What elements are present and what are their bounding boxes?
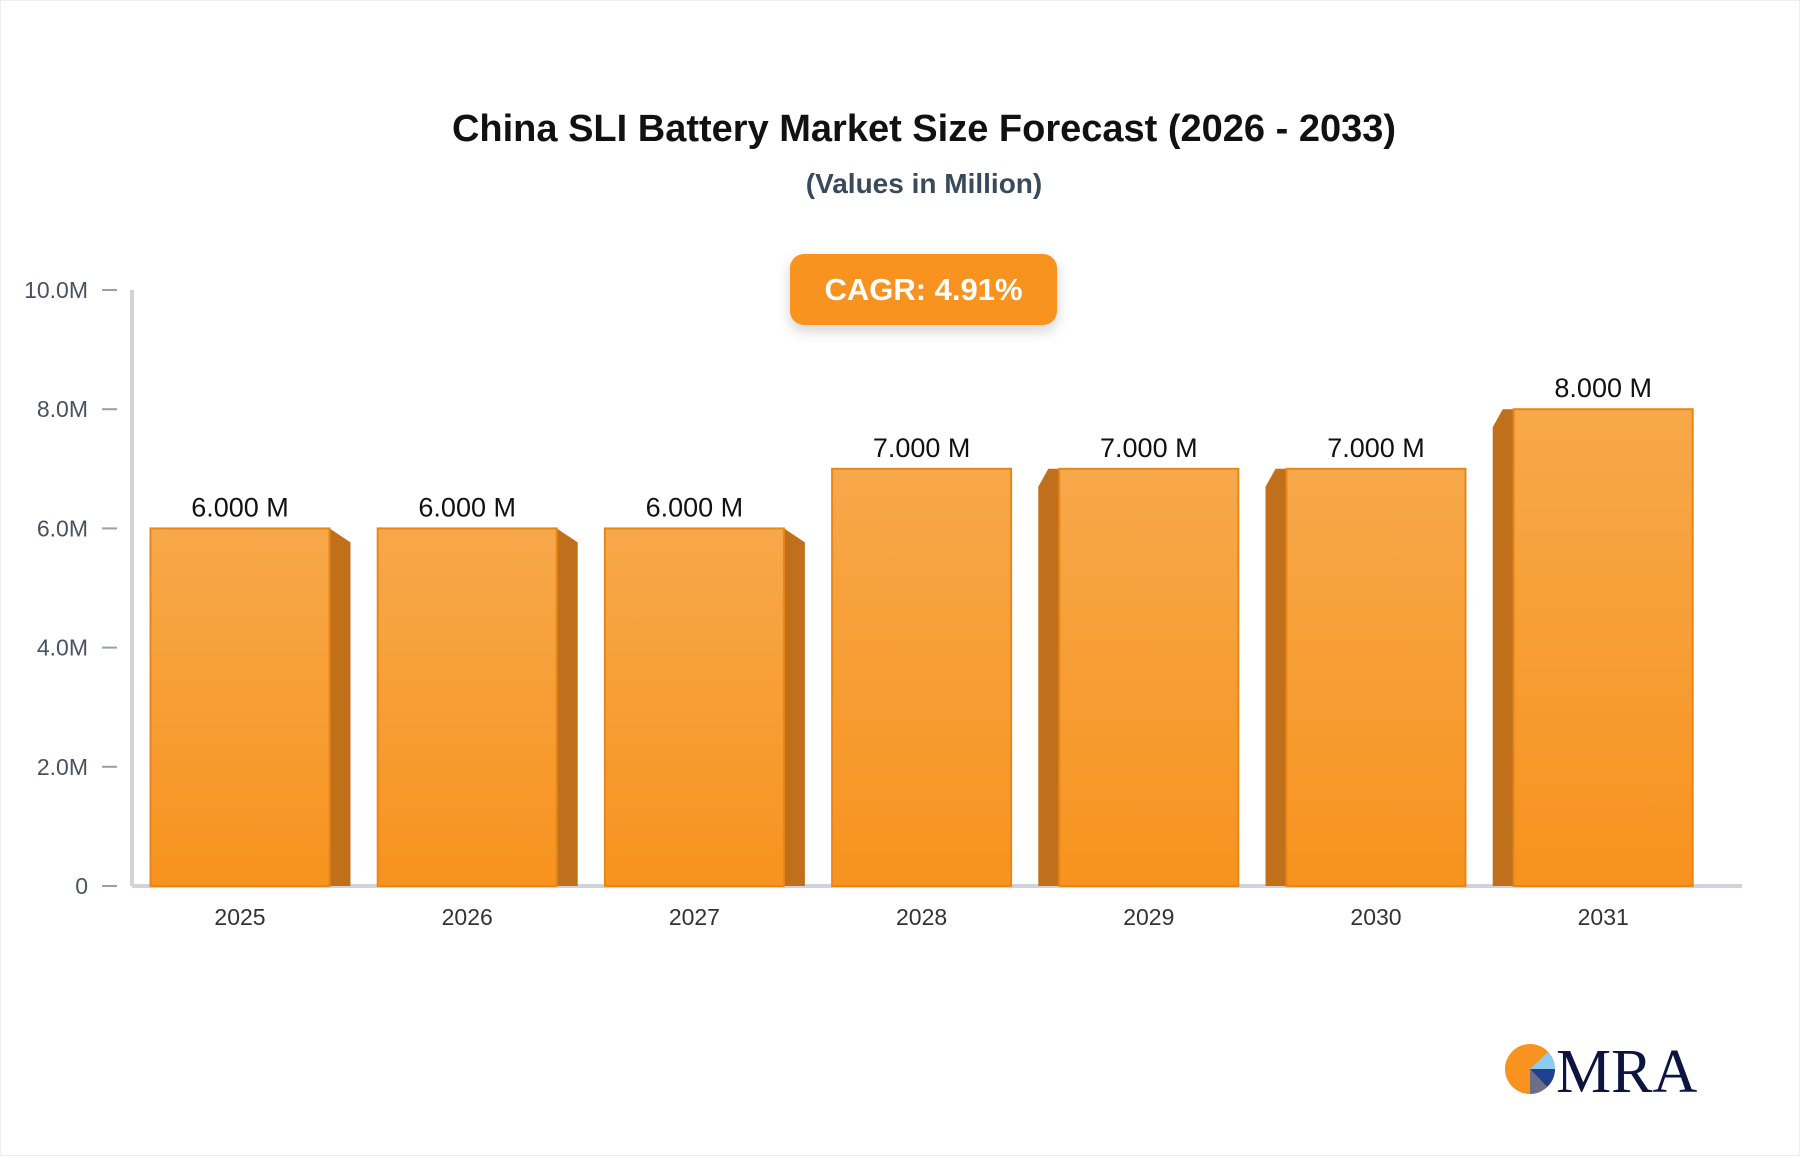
x-tick-label: 2027	[669, 904, 720, 930]
bar-2030	[1285, 467, 1467, 887]
x-tick-label: 2026	[442, 904, 493, 930]
data-label: 6.000 M	[418, 492, 516, 522]
bar-2027	[603, 527, 785, 888]
bar-side	[556, 528, 578, 886]
chart-title: China SLI Battery Market Size Forecast (…	[451, 108, 1397, 150]
y-tick-label: 10.0M	[24, 277, 88, 303]
chart-subtitle: (Values in Million)	[805, 168, 1043, 199]
y-tick-label: 4.0M	[37, 635, 88, 661]
bar-2028	[831, 467, 1013, 887]
y-tick-label: 8.0M	[37, 396, 88, 422]
logo-text: MRA	[1556, 1038, 1697, 1106]
data-label: 7.000 M	[1327, 433, 1425, 463]
bar-2029	[1058, 467, 1240, 887]
cagr-badge: CAGR: 4.91%	[790, 254, 1057, 325]
bar-2031	[1512, 408, 1694, 887]
data-label: 8.000 M	[1554, 373, 1652, 403]
y-tick-label: 0	[75, 873, 88, 899]
data-label: 7.000 M	[1100, 433, 1198, 463]
x-tick-label: 2029	[1123, 904, 1174, 930]
data-label: 6.000 M	[191, 492, 289, 522]
bar-side	[1492, 409, 1514, 886]
bar-side	[1265, 468, 1287, 886]
mra-logo: MRA	[1505, 1038, 1697, 1106]
data-label: 6.000 M	[646, 492, 744, 522]
bar-2025	[149, 527, 331, 888]
x-tick-label: 2031	[1578, 904, 1629, 930]
bar-side	[1038, 468, 1060, 886]
bar-2026	[376, 527, 558, 888]
x-tick-label: 2028	[896, 904, 947, 930]
bar-side	[783, 528, 805, 886]
y-tick-label: 6.0M	[37, 515, 88, 541]
x-tick-label: 2025	[214, 904, 265, 930]
bar-side	[329, 528, 351, 886]
x-tick-label: 2030	[1350, 904, 1401, 930]
y-tick-label: 2.0M	[37, 754, 88, 780]
data-label: 7.000 M	[873, 433, 971, 463]
